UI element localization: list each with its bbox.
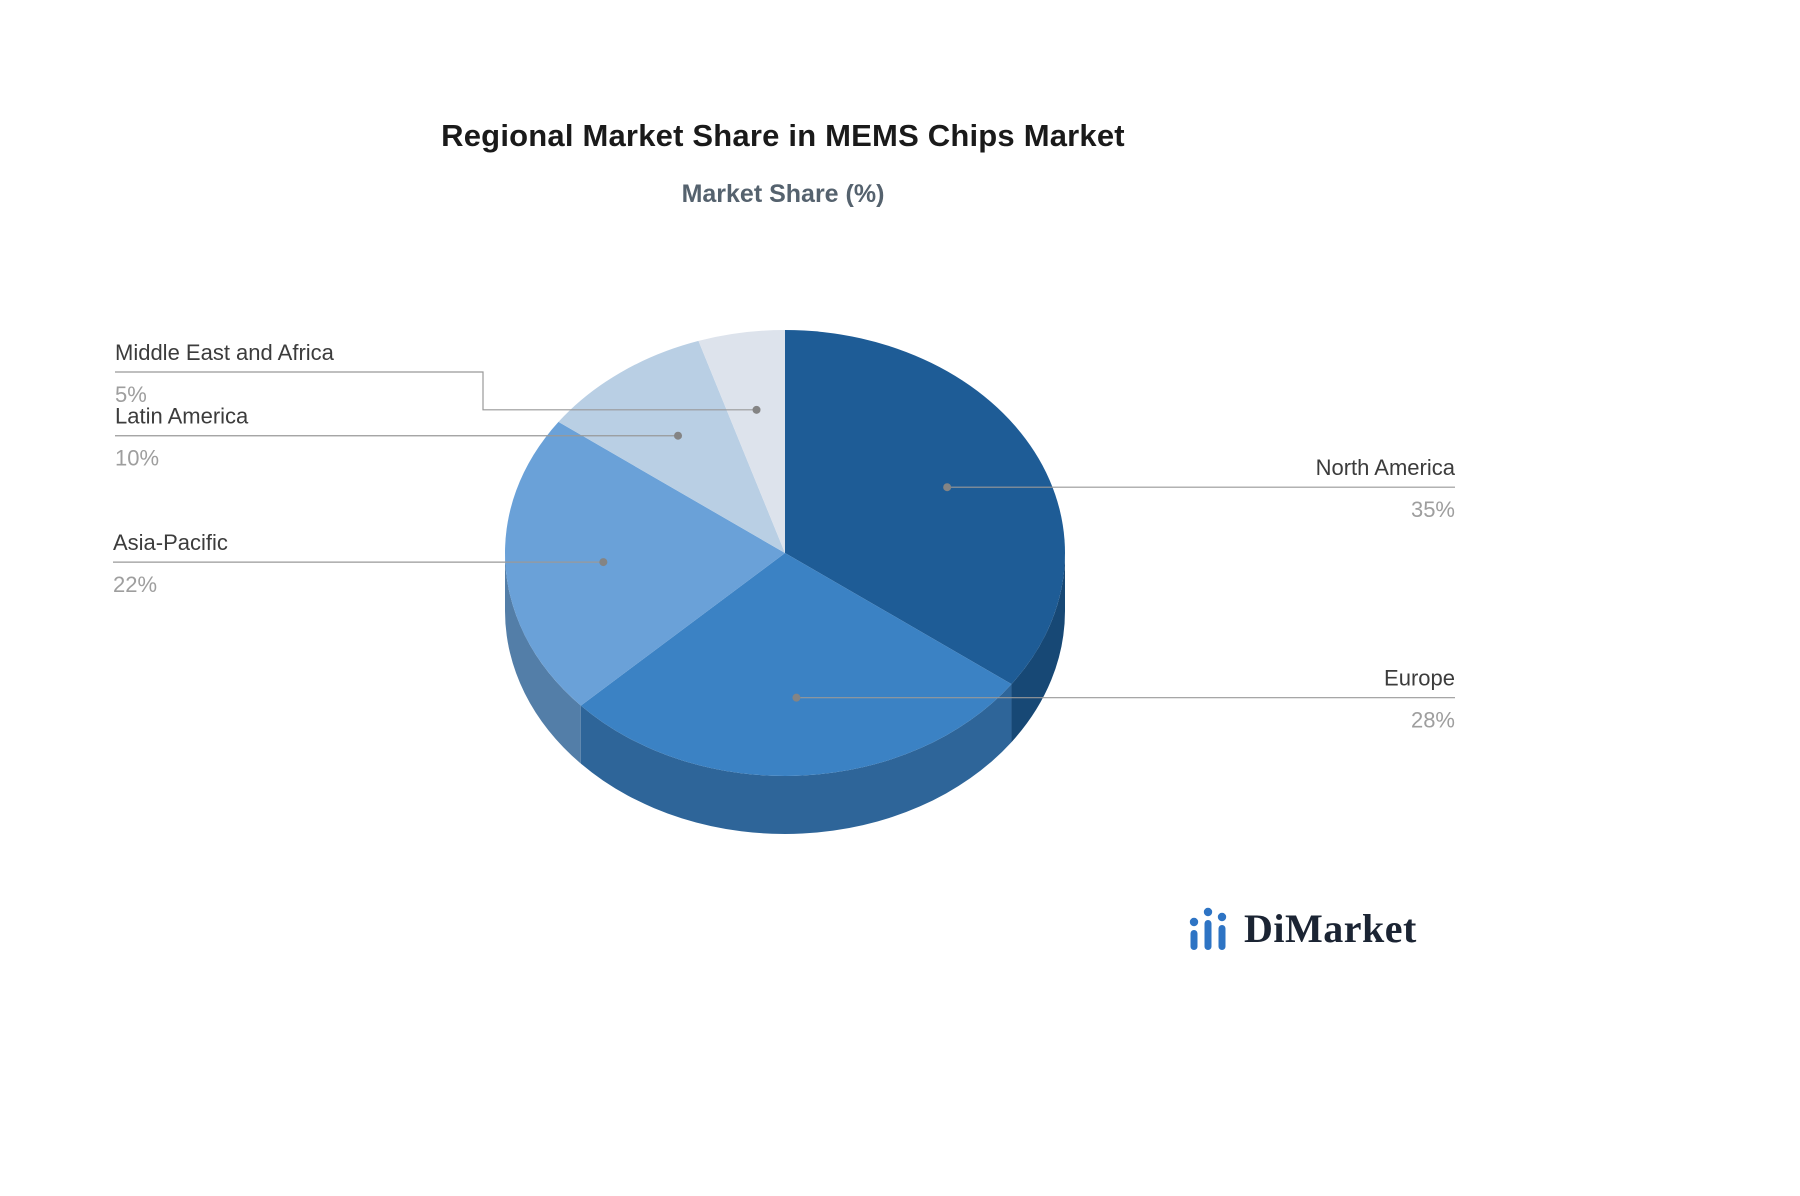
slice-label-europe: Europe bbox=[1384, 666, 1455, 691]
pie-slice-middle-east-and-africa[interactable] bbox=[698, 330, 785, 553]
leader-line-middle-east-and-africa bbox=[115, 371, 757, 411]
slice-label-asia-pacific: Asia-Pacific bbox=[113, 530, 228, 555]
brand-logo: DiMarket bbox=[1188, 905, 1417, 952]
slice-value-north-america: 35% bbox=[1411, 497, 1455, 522]
chart-header: Regional Market Share in MEMS Chips Mark… bbox=[0, 118, 1566, 209]
chart-title: Regional Market Share in MEMS Chips Mark… bbox=[441, 118, 1125, 153]
slice-label-latin-america: Latin America bbox=[115, 404, 249, 429]
chart-subtitle: Market Share (%) bbox=[681, 180, 885, 208]
leader-dot-middle-east-and-africa bbox=[752, 405, 761, 414]
pie-slice-side-asia-pacific bbox=[505, 553, 581, 764]
slice-label-middle-east-and-africa: Middle East and Africa bbox=[115, 340, 335, 365]
logo-text: DiMarket bbox=[1244, 906, 1417, 951]
pie-slice-asia-pacific[interactable] bbox=[504, 421, 785, 706]
pie-slice-europe[interactable] bbox=[580, 553, 1012, 776]
leader-dot-europe bbox=[792, 693, 801, 702]
pie-slice-side-europe bbox=[580, 684, 1012, 834]
pie-slice-side-north-america bbox=[1011, 553, 1065, 743]
slice-value-latin-america: 10% bbox=[115, 446, 159, 471]
slice-value-middle-east-and-africa: 5% bbox=[115, 382, 147, 407]
slice-label-north-america: North America bbox=[1316, 455, 1456, 480]
slice-value-asia-pacific: 22% bbox=[113, 572, 157, 597]
leader-dot-north-america bbox=[943, 483, 952, 492]
pie-slice-latin-america[interactable] bbox=[558, 340, 785, 553]
leader-dot-latin-america bbox=[674, 431, 683, 440]
bar-chart-icon bbox=[1189, 907, 1227, 950]
leader-dot-asia-pacific bbox=[599, 558, 608, 567]
pie-slice-north-america[interactable] bbox=[785, 330, 1065, 685]
slice-value-europe: 28% bbox=[1411, 708, 1455, 733]
